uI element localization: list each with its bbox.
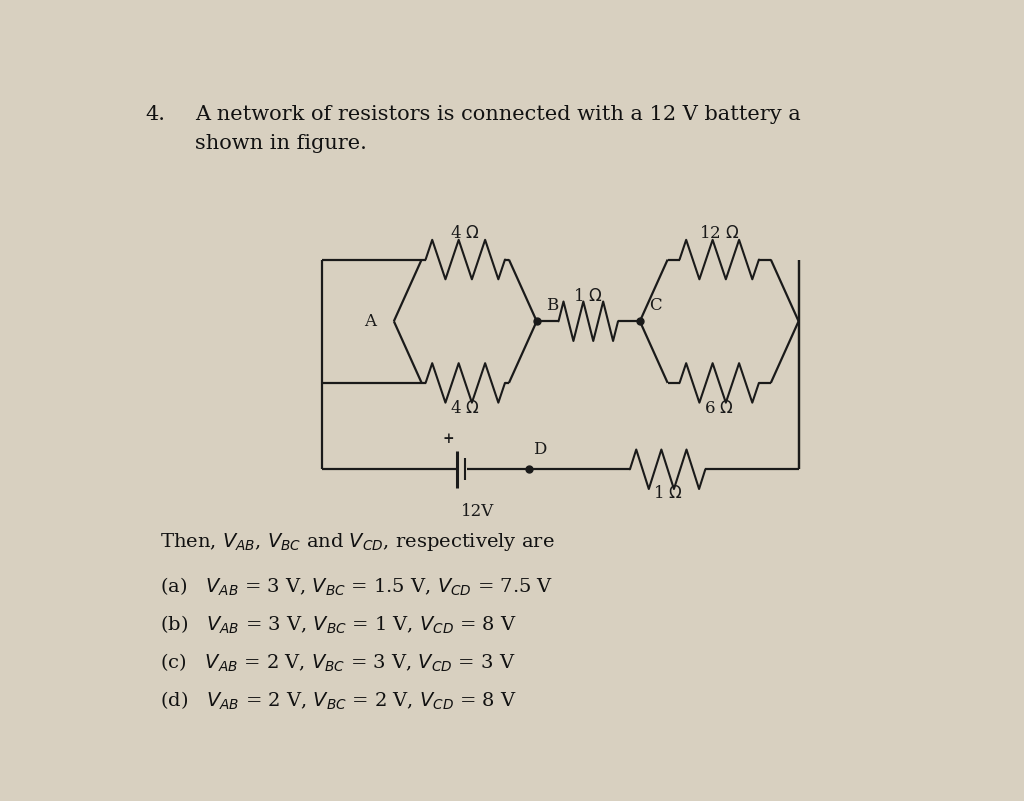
- Text: 6 $\Omega$: 6 $\Omega$: [705, 400, 734, 417]
- Text: (c)   $V_{AB}$ = 2 V, $V_{BC}$ = 3 V, $V_{CD}$ = 3 V: (c) $V_{AB}$ = 2 V, $V_{BC}$ = 3 V, $V_{…: [160, 652, 515, 674]
- Text: 4 $\Omega$: 4 $\Omega$: [451, 225, 480, 242]
- Text: 12 $\Omega$: 12 $\Omega$: [699, 225, 739, 242]
- Text: (b)   $V_{AB}$ = 3 V, $V_{BC}$ = 1 V, $V_{CD}$ = 8 V: (b) $V_{AB}$ = 3 V, $V_{BC}$ = 1 V, $V_{…: [160, 614, 517, 636]
- Text: shown in figure.: shown in figure.: [196, 135, 368, 153]
- Text: 4 $\Omega$: 4 $\Omega$: [451, 400, 480, 417]
- Text: 1 $\Omega$: 1 $\Omega$: [573, 288, 603, 305]
- Text: (a)   $V_{AB}$ = 3 V, $V_{BC}$ = 1.5 V, $V_{CD}$ = 7.5 V: (a) $V_{AB}$ = 3 V, $V_{BC}$ = 1.5 V, $V…: [160, 575, 553, 598]
- Text: A network of resistors is connected with a 12 V battery a: A network of resistors is connected with…: [196, 106, 801, 124]
- Text: B: B: [546, 297, 558, 314]
- Text: A: A: [365, 312, 377, 330]
- Text: D: D: [532, 441, 546, 458]
- Text: +: +: [442, 432, 454, 446]
- Text: 12V: 12V: [461, 503, 494, 520]
- Text: (d)   $V_{AB}$ = 2 V, $V_{BC}$ = 2 V, $V_{CD}$ = 8 V: (d) $V_{AB}$ = 2 V, $V_{BC}$ = 2 V, $V_{…: [160, 690, 517, 712]
- Text: Then, $V_{AB}$, $V_{BC}$ and $V_{CD}$, respectively are: Then, $V_{AB}$, $V_{BC}$ and $V_{CD}$, r…: [160, 531, 554, 553]
- Text: 4.: 4.: [145, 106, 166, 124]
- Text: C: C: [649, 297, 663, 314]
- Text: 1 $\Omega$: 1 $\Omega$: [652, 485, 683, 501]
